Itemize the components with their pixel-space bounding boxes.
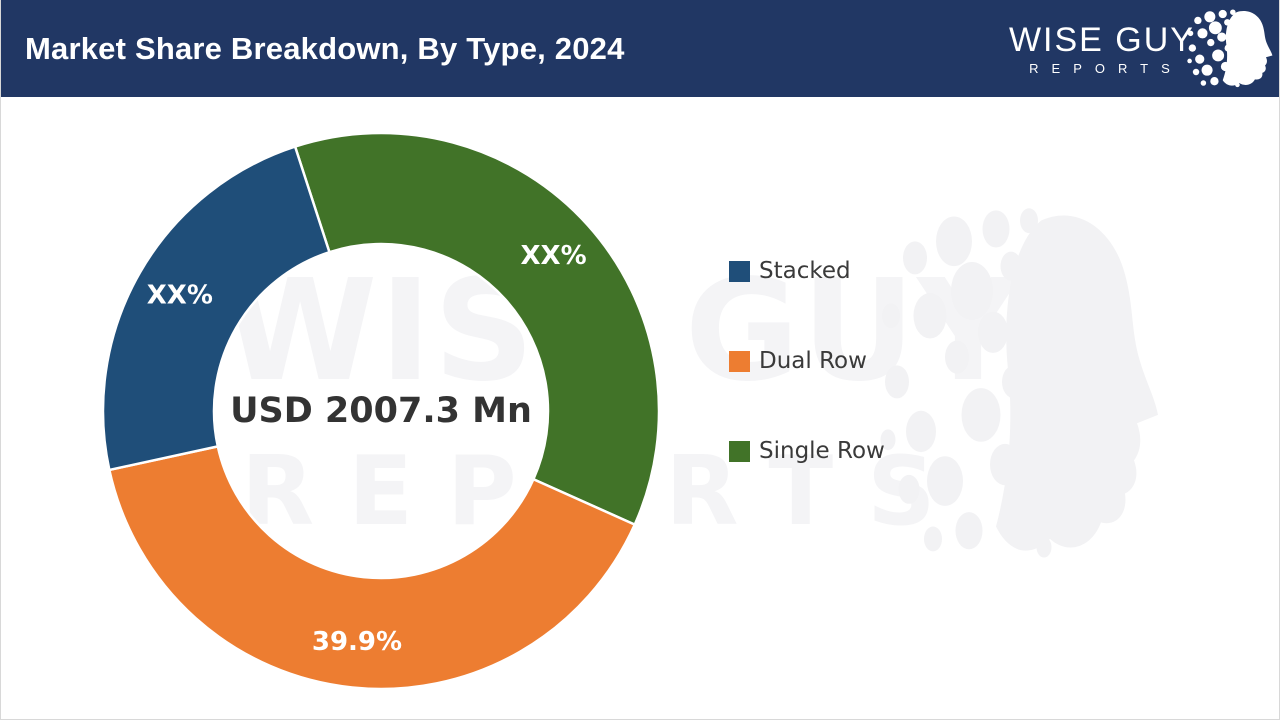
logo-subtitle: REPORTS (1029, 60, 1183, 76)
wiseguy-face-icon (1187, 9, 1273, 88)
legend-label-dual-row: Dual Row (759, 348, 867, 374)
legend-label-stacked: Stacked (759, 258, 851, 284)
wiseguy-logo: WISE GUY REPORTS (1009, 4, 1277, 94)
slice-label-dual-row: 39.9% (312, 627, 402, 657)
donut-slice-dual-row (108, 445, 636, 691)
donut-chart: XX% 39.9% XX% (101, 131, 661, 691)
slice-label-stacked: XX% (147, 280, 213, 310)
header: Market Share Breakdown, By Type, 2024 WI… (1, 0, 1279, 97)
legend-swatch-single-row (729, 440, 750, 462)
slice-label-single-row: XX% (520, 241, 586, 271)
chart-legend: Stacked Dual Row Single Row (729, 258, 885, 529)
chart-center-value: USD 2007.3 Mn (230, 391, 532, 431)
legend-item-stacked: Stacked (729, 258, 885, 284)
page-title: Market Share Breakdown, By Type, 2024 (25, 30, 625, 66)
legend-item-dual-row: Dual Row (729, 348, 885, 374)
logo-wordmark: WISE GUY (1008, 20, 1195, 59)
wiseguy-face-watermark (880, 208, 1158, 558)
chart-area: WISE GUY REPORTS XX%39.9%XX% USD 2007.3 … (1, 97, 1279, 719)
donut-slice-stacked (101, 145, 331, 472)
logo-text: WISE GUY REPORTS (1009, 23, 1195, 76)
legend-swatch-stacked (729, 260, 750, 282)
legend-label-single-row: Single Row (759, 438, 885, 464)
donut-slice-single-row (293, 131, 661, 526)
legend-swatch-dual-row (729, 350, 750, 372)
legend-item-single-row: Single Row (729, 438, 885, 464)
